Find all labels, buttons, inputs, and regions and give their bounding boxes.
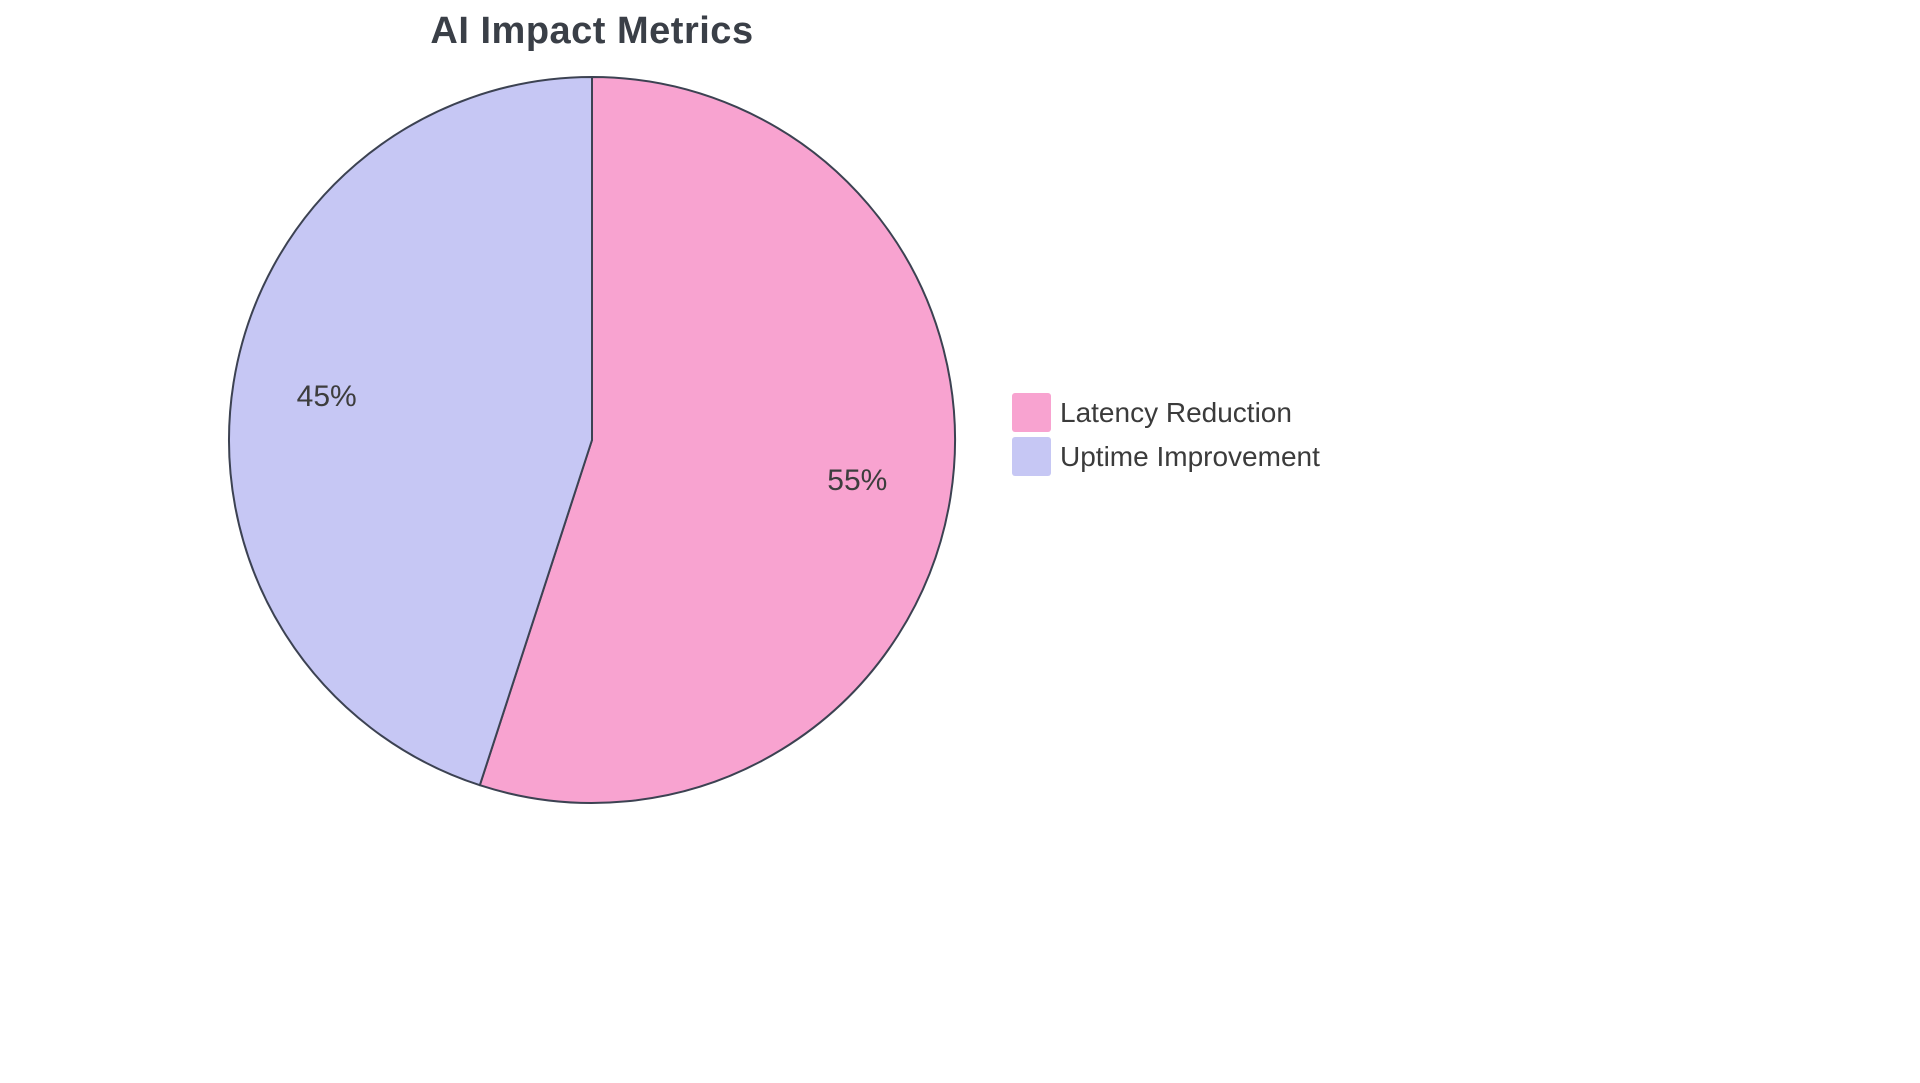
legend-label-uptime-improvement: Uptime Improvement	[1060, 440, 1320, 472]
legend-swatch-latency-reduction	[1012, 393, 1051, 432]
chart-title: AI Impact Metrics	[430, 10, 754, 52]
pie-slice-label-uptime-improvement: 45%	[297, 380, 357, 413]
legend-label-latency-reduction: Latency Reduction	[1060, 396, 1292, 428]
legend-item-latency-reduction[interactable]: Latency Reduction	[1012, 393, 1320, 432]
pie-slice-latency-reduction	[478, 76, 956, 804]
legend-item-uptime-improvement[interactable]: Uptime Improvement	[1012, 437, 1320, 476]
chart-legend: Latency Reduction Uptime Improvement	[1012, 393, 1320, 476]
pie-slice-label-latency-reduction: 55%	[827, 464, 887, 497]
legend-swatch-uptime-improvement	[1012, 437, 1051, 476]
pie-slice-uptime-improvement	[228, 76, 593, 787]
